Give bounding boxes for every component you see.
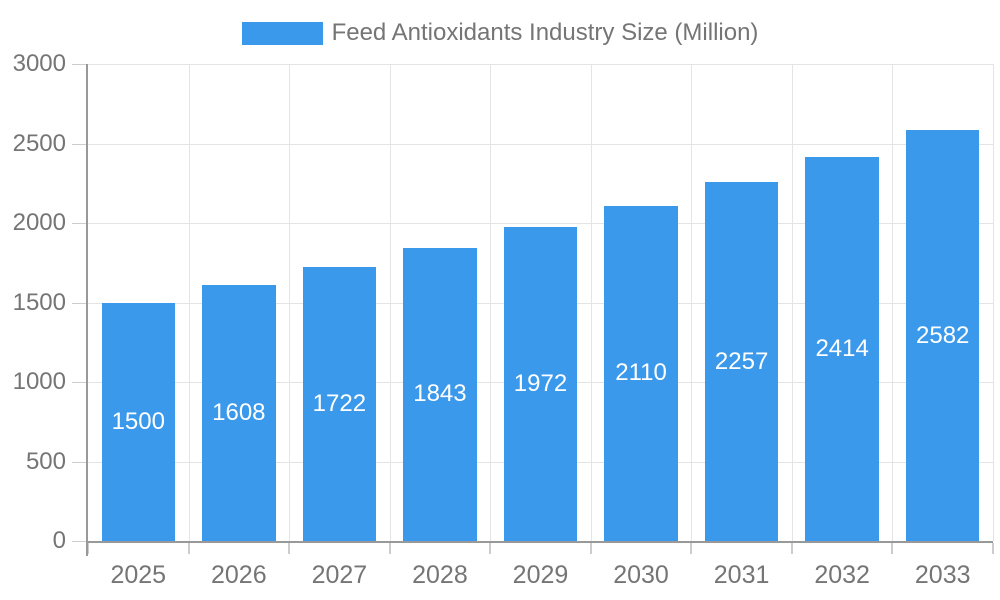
x-gridline (892, 64, 894, 541)
plot-area: 0 500 1000 1500 2000 2500 3000 2025 1500 2026 1608… (13, 52, 994, 588)
x-axis-label: 2033 (914, 561, 971, 589)
x-axis-tick (891, 543, 894, 554)
x-axis-tick (388, 543, 391, 554)
x-axis-tick (790, 543, 793, 554)
bar-value-label: 1972 (513, 370, 568, 398)
bar[interactable]: 1500 (101, 302, 175, 541)
y-axis-tick (72, 302, 86, 304)
x-gridline (590, 64, 592, 541)
y-axis-tick (72, 223, 86, 224)
x-gridline (791, 64, 793, 541)
y-axis-label: 500 (25, 447, 66, 475)
y-axis-tick (72, 382, 86, 383)
x-axis-label: 2032 (814, 561, 870, 589)
bar-value-label: 2110 (615, 359, 667, 387)
y-axis-label: 1000 (12, 368, 66, 395)
x-axis-label: 2026 (211, 561, 267, 589)
y-axis-tick (72, 64, 86, 65)
x-axis-tick (87, 543, 89, 554)
x-axis-tick (589, 543, 592, 554)
y-gridline (88, 64, 993, 65)
bar[interactable]: 2414 (805, 157, 879, 541)
x-axis-label: 2029 (512, 561, 569, 589)
y-gridline (88, 223, 993, 224)
y-axis-label: 2500 (12, 129, 66, 157)
bar[interactable]: 1972 (503, 227, 578, 541)
x-axis-label: 2028 (412, 561, 468, 589)
bar[interactable]: 1608 (202, 285, 276, 541)
bar-value-label: 1500 (111, 407, 165, 435)
y-axis-line (86, 64, 88, 556)
x-axis-tick (690, 543, 693, 554)
bar[interactable]: 2110 (604, 205, 678, 541)
y-axis-label: 1500 (12, 288, 66, 316)
legend-swatch (241, 21, 323, 45)
x-axis-label: 2030 (613, 561, 669, 589)
y-axis-tick (72, 143, 86, 145)
x-gridline (993, 64, 994, 541)
x-axis-line (86, 541, 993, 543)
bar[interactable]: 1722 (302, 267, 377, 541)
bar[interactable]: 2257 (704, 182, 779, 541)
bar[interactable]: 2582 (906, 130, 980, 541)
legend-label: Feed Antioxidants Industry Size (Million… (331, 19, 759, 46)
x-axis-tick (288, 543, 291, 554)
x-gridline (490, 64, 492, 541)
legend[interactable]: Feed Antioxidants Industry Size (Million… (0, 19, 1000, 47)
bar-value-label: 1722 (312, 390, 367, 418)
y-gridline (88, 143, 993, 145)
x-axis-label: 2027 (311, 561, 368, 589)
x-gridline (389, 64, 391, 541)
bar-value-label: 2582 (916, 321, 970, 349)
bar-value-label: 2414 (815, 335, 869, 363)
x-gridline (691, 64, 693, 541)
bar-value-label: 1843 (413, 380, 467, 408)
x-axis-label: 2031 (713, 561, 770, 589)
bar-value-label: 1608 (212, 399, 266, 427)
y-axis-label: 0 (52, 527, 66, 554)
x-gridline (289, 64, 291, 541)
y-axis-label: 3000 (12, 50, 66, 77)
bar[interactable]: 1843 (403, 247, 477, 541)
x-gridline (188, 64, 190, 541)
x-axis-tick (992, 543, 994, 554)
x-axis-tick (187, 543, 190, 554)
x-axis-tick (489, 543, 492, 554)
y-axis-tick (72, 461, 86, 463)
y-axis-label: 2000 (12, 209, 66, 236)
y-axis-tick (72, 541, 86, 542)
bar-value-label: 2257 (714, 347, 769, 375)
x-axis-label: 2025 (110, 561, 167, 589)
